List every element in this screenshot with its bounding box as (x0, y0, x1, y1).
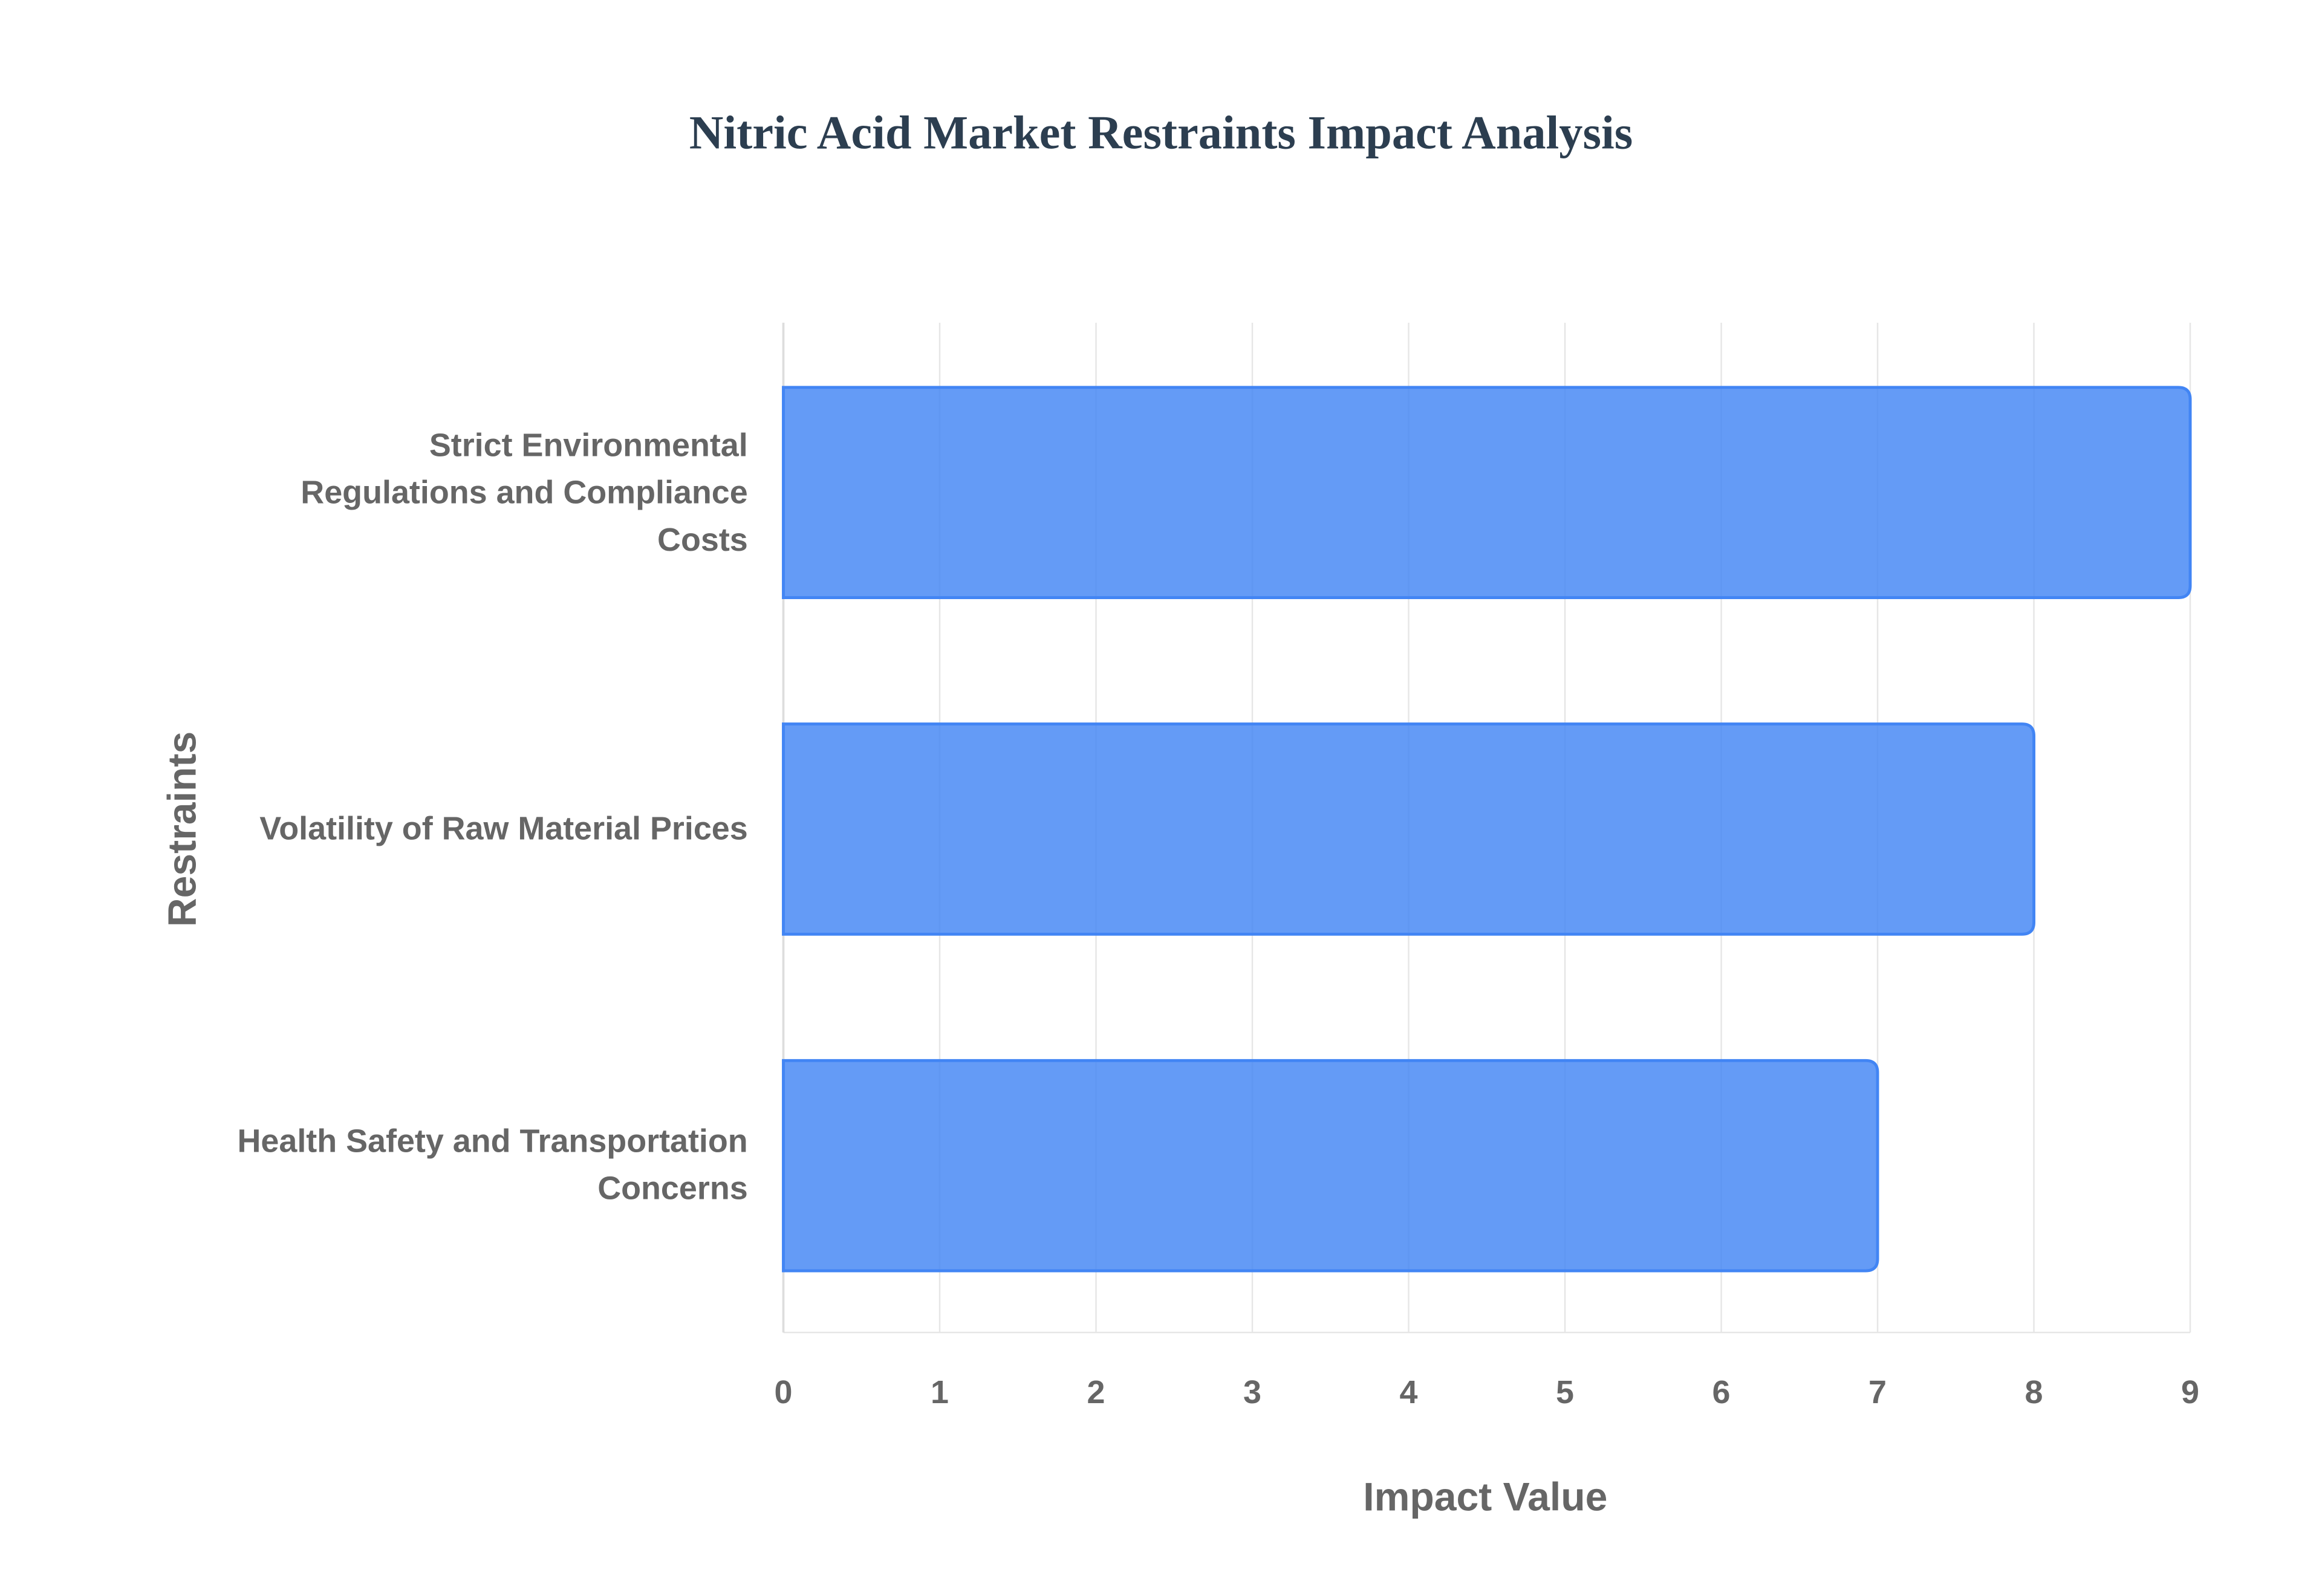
x-tick-label: 5 (1556, 1374, 1574, 1410)
x-axis-title: Impact Value (1363, 1474, 1607, 1519)
x-tick-label: 9 (2181, 1374, 2199, 1410)
x-tick-label: 8 (2025, 1374, 2043, 1410)
x-tick-label: 1 (931, 1374, 949, 1410)
bar (782, 1059, 1879, 1273)
x-tick-label: 2 (1087, 1374, 1105, 1410)
y-axis-title: Restraints (160, 731, 205, 927)
y-tick-label: Volatility of Raw Material Prices (259, 809, 748, 847)
y-tick-label-box: Strict Environmental Regulations and Com… (301, 426, 748, 558)
bar (782, 386, 2192, 600)
chart-title: Nitric Acid Market Restraints Impact Ana… (689, 106, 1633, 159)
x-tick-label: 4 (1400, 1374, 1418, 1410)
bar (782, 722, 2035, 936)
x-tick-label: 0 (775, 1374, 793, 1410)
y-tick-label: Strict Environmental Regulations and Com… (301, 426, 748, 558)
y-tick-label-box: Health Safety and Transportation Concern… (237, 1123, 748, 1207)
y-tick-label: Health Safety and Transportation Concern… (237, 1123, 748, 1207)
x-tick-label: 7 (1868, 1374, 1887, 1410)
x-tick-label: 6 (1712, 1374, 1731, 1410)
x-tick-label: 3 (1243, 1374, 1261, 1410)
y-tick-label-box: Volatility of Raw Material Prices (259, 809, 748, 847)
